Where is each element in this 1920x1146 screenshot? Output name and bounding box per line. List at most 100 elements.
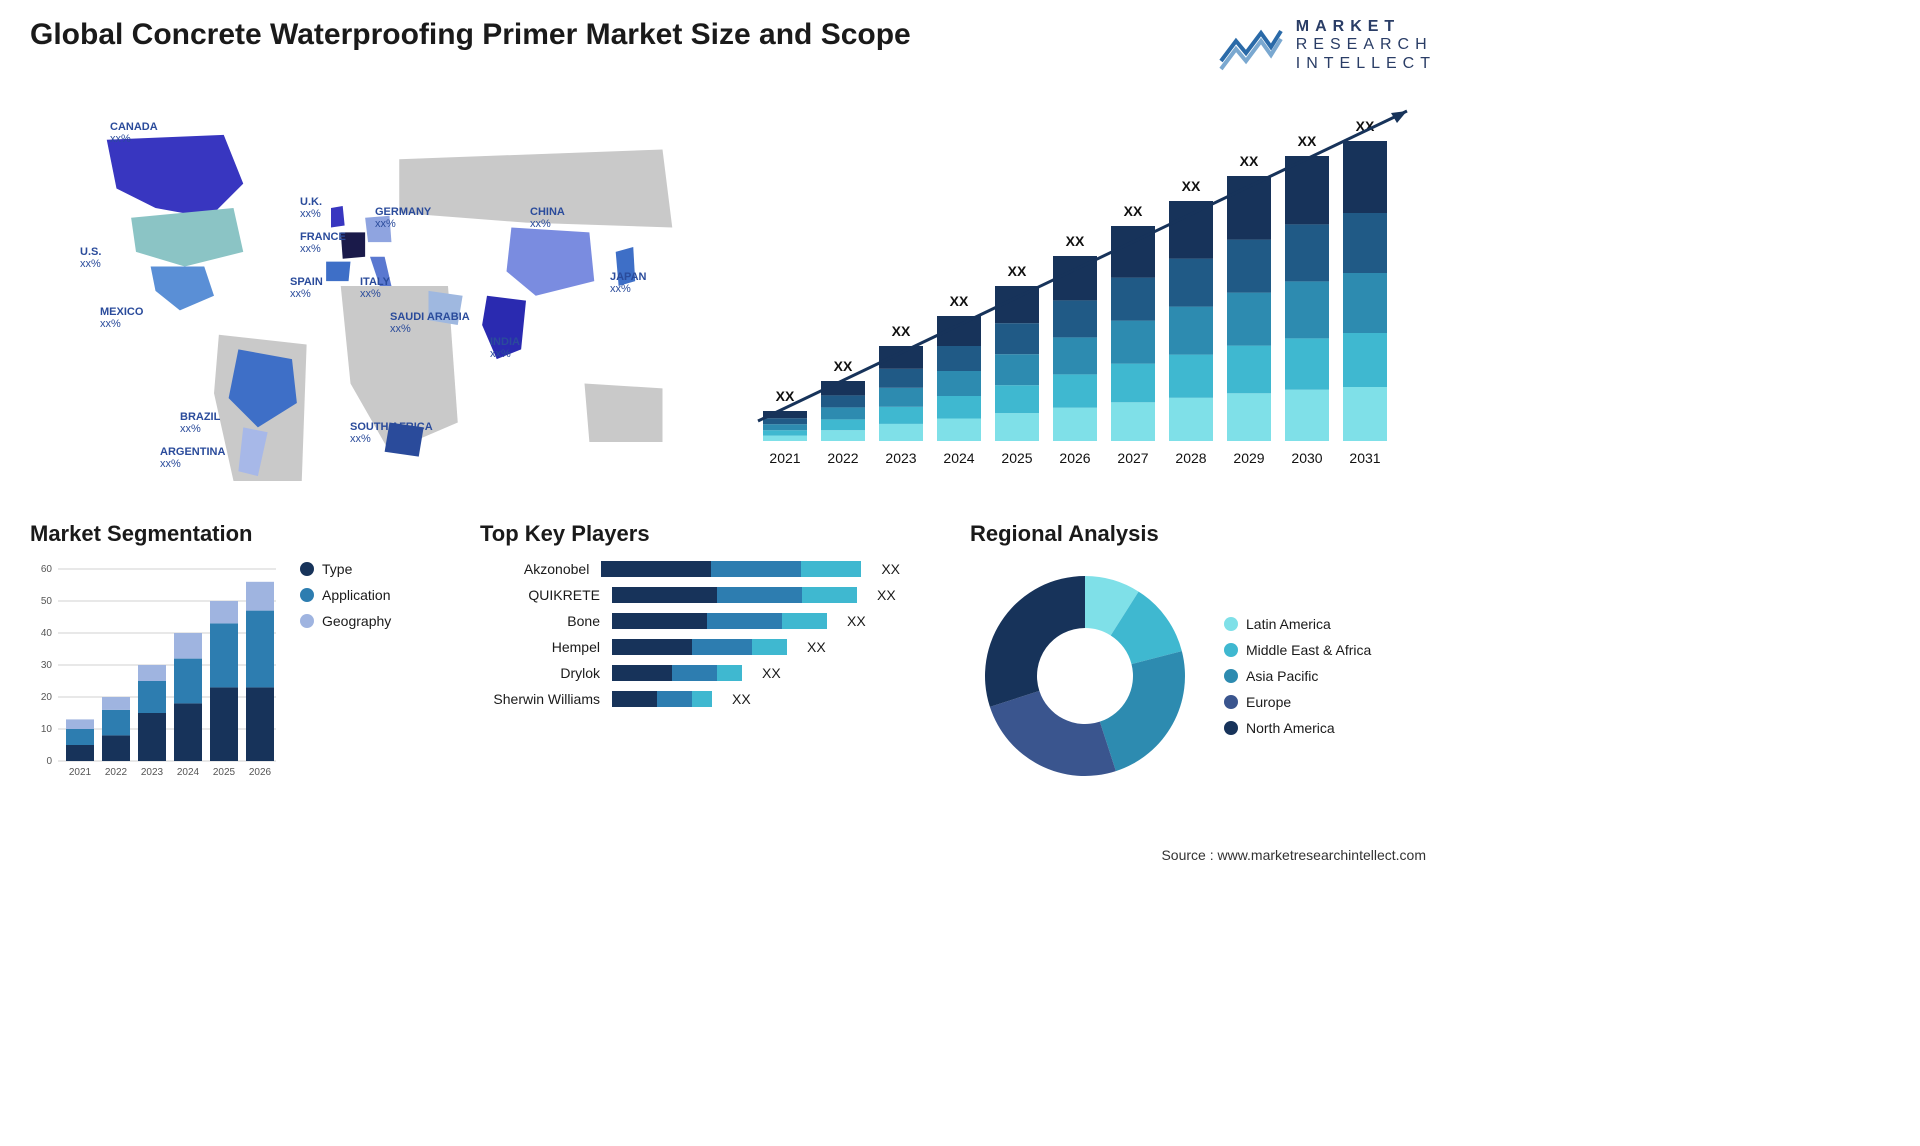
svg-text:2026: 2026 [249,767,272,778]
map-label: GERMANYxx% [375,206,431,230]
svg-text:2025: 2025 [1001,450,1032,466]
player-name: QUIKRETE [480,587,600,603]
svg-text:XX: XX [776,388,795,404]
player-bar [612,639,787,655]
players-section: Top Key Players AkzonobelXXQUIKRETEXXBon… [480,521,940,791]
svg-text:2026: 2026 [1059,450,1090,466]
player-row: Akzonobel XX [480,561,900,577]
donut-chart [970,561,1200,791]
map-label: CANADAxx% [110,121,158,145]
svg-text:XX: XX [1240,153,1259,169]
regional-title: Regional Analysis [970,521,1436,547]
svg-text:2028: 2028 [1175,450,1206,466]
svg-text:20: 20 [41,692,53,703]
map-label: CHINAxx% [530,206,565,230]
player-name: Akzonobel [480,561,589,577]
svg-text:2031: 2031 [1349,450,1380,466]
player-value: XX [881,561,900,577]
player-bar [612,691,712,707]
svg-text:XX: XX [950,293,969,309]
svg-text:XX: XX [1298,133,1317,149]
svg-text:XX: XX [1124,203,1143,219]
svg-text:2023: 2023 [885,450,916,466]
legend-item: Asia Pacific [1224,668,1371,684]
map-label: MEXICOxx% [100,306,143,330]
logo-icon [1216,21,1286,71]
player-name: Drylok [480,665,600,681]
page-title: Global Concrete Waterproofing Primer Mar… [30,18,911,52]
svg-text:XX: XX [892,323,911,339]
player-row: Hempel XX [480,639,900,655]
player-value: XX [762,665,781,681]
player-value: XX [847,613,866,629]
map-label: INDIAxx% [490,336,520,360]
svg-text:2030: 2030 [1291,450,1322,466]
svg-text:2021: 2021 [69,767,92,778]
logo-text: MARKET RESEARCH INTELLECT [1296,18,1436,73]
map-label: ARGENTINAxx% [160,446,225,470]
svg-text:50: 50 [41,596,53,607]
player-bar [612,665,742,681]
player-name: Bone [480,613,600,629]
source-text: Source : www.marketresearchintellect.com [1161,847,1426,863]
map-label: SOUTH AFRICAxx% [350,421,433,445]
svg-text:2027: 2027 [1117,450,1148,466]
legend-item: Europe [1224,694,1371,710]
player-value: XX [732,691,751,707]
svg-text:XX: XX [834,358,853,374]
header: Global Concrete Waterproofing Primer Mar… [30,18,1436,73]
svg-text:XX: XX [1066,233,1085,249]
forecast-chart: XX 2021 XX 2022 XX 2023 XX 2024 XX 2025 XX 2026 XX 20… [730,91,1436,481]
player-value: XX [877,587,896,603]
logo: MARKET RESEARCH INTELLECT [1216,18,1436,73]
map-label: SAUDI ARABIAxx% [390,311,470,335]
player-bar [612,587,857,603]
map-label: SPAINxx% [290,276,323,300]
map-label: FRANCExx% [300,231,346,255]
map-label: JAPANxx% [610,271,646,295]
player-row: Bone XX [480,613,900,629]
player-value: XX [807,639,826,655]
player-row: Drylok XX [480,665,900,681]
world-map: CANADAxx% U.S.xx% MEXICOxx% BRAZILxx% ARGENT… [30,91,710,481]
player-name: Sherwin Williams [480,691,600,707]
players-title: Top Key Players [480,521,940,547]
legend-item: Geography [300,613,391,629]
map-label: U.S.xx% [80,246,101,270]
svg-text:2029: 2029 [1233,450,1264,466]
player-name: Hempel [480,639,600,655]
svg-text:2025: 2025 [213,767,236,778]
svg-text:2024: 2024 [177,767,200,778]
svg-text:2023: 2023 [141,767,164,778]
legend-item: Middle East & Africa [1224,642,1371,658]
player-row: Sherwin Williams XX [480,691,900,707]
legend-item: Type [300,561,391,577]
segmentation-chart: 0 10 20 30 40 50 60 2021 2022 2023 2024 2025 2026 [30,561,280,781]
legend-item: Latin America [1224,616,1371,632]
svg-text:2022: 2022 [827,450,858,466]
svg-text:30: 30 [41,660,53,671]
svg-text:2024: 2024 [943,450,974,466]
svg-text:XX: XX [1008,263,1027,279]
segmentation-legend: Type Application Geography [300,561,391,781]
segmentation-section: Market Segmentation 0 10 20 30 40 50 60 2021 202… [30,521,450,791]
svg-text:60: 60 [41,564,53,575]
map-label: U.K.xx% [300,196,322,220]
map-label: ITALYxx% [360,276,390,300]
player-bar [601,561,861,577]
svg-text:2022: 2022 [105,767,128,778]
svg-text:0: 0 [46,756,52,767]
map-label: BRAZILxx% [180,411,220,435]
regional-section: Regional Analysis Latin America Middle Ea… [970,521,1436,791]
players-list: AkzonobelXXQUIKRETEXXBoneXXHempelXXDrylo… [480,561,900,707]
svg-text:40: 40 [41,628,53,639]
player-bar [612,613,827,629]
svg-text:XX: XX [1182,178,1201,194]
player-row: QUIKRETE XX [480,587,900,603]
legend-item: Application [300,587,391,603]
segmentation-title: Market Segmentation [30,521,450,547]
legend-item: North America [1224,720,1371,736]
svg-text:10: 10 [41,724,53,735]
donut-legend: Latin America Middle East & Africa Asia Pa… [1224,616,1371,736]
svg-text:2021: 2021 [769,450,800,466]
